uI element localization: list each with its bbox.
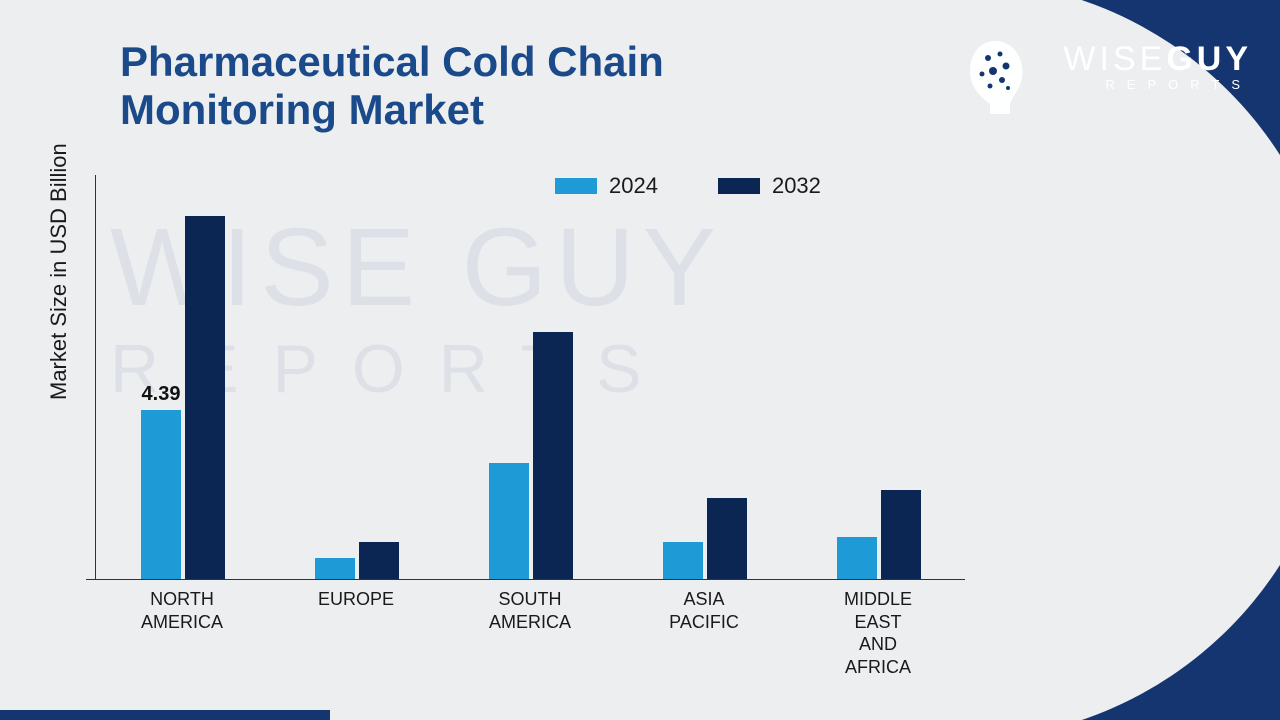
category-label: SOUTH AMERICA <box>443 580 617 678</box>
bar-2032 <box>881 490 921 579</box>
bar-2032 <box>359 542 399 579</box>
bottom-stripe <box>0 710 330 720</box>
bar-group <box>792 174 966 579</box>
category-label: EUROPE <box>269 580 443 678</box>
bar-group <box>618 174 792 579</box>
brand-logo: WISEGUY REPORTS <box>1063 40 1252 92</box>
bar-2024 <box>489 463 529 579</box>
category-labels: NORTH AMERICAEUROPESOUTH AMERICAASIA PAC… <box>95 580 965 678</box>
logo-head-icon <box>960 36 1030 116</box>
bar-group: 4.39 <box>96 174 270 579</box>
bar-group <box>444 174 618 579</box>
bar-2032 <box>533 332 573 579</box>
logo-word-1: WISE <box>1063 40 1166 78</box>
bar-2024 <box>663 542 703 579</box>
y-axis-label: Market Size in USD Billion <box>46 143 72 400</box>
chart-title: Pharmaceutical Cold Chain Monitoring Mar… <box>120 38 740 135</box>
plot: 4.39 <box>95 175 965 580</box>
category-label: MIDDLE EAST AND AFRICA <box>791 580 965 678</box>
category-label: ASIA PACIFIC <box>617 580 791 678</box>
bar-2032 <box>185 216 225 579</box>
bar-groups: 4.39 <box>96 174 966 579</box>
chart-area: 4.39 NORTH AMERICAEUROPESOUTH AMERICAASI… <box>95 175 965 605</box>
logo-subline: REPORTS <box>1063 77 1252 92</box>
bar-2024: 4.39 <box>141 410 181 579</box>
bar-2024 <box>837 537 877 579</box>
category-label: NORTH AMERICA <box>95 580 269 678</box>
logo-line1: WISEGUY <box>1063 40 1252 79</box>
logo-word-2: GUY <box>1166 40 1252 78</box>
bar-2032 <box>707 498 747 579</box>
chart-canvas: WISE GUY REPORTS Pharmaceutical Cold Cha… <box>0 0 1280 720</box>
bar-2024 <box>315 558 355 579</box>
bar-value-label: 4.39 <box>142 383 181 406</box>
bar-group <box>270 174 444 579</box>
